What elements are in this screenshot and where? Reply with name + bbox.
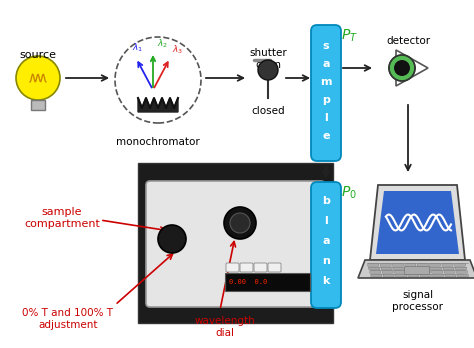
FancyBboxPatch shape (457, 274, 468, 277)
FancyBboxPatch shape (138, 163, 333, 323)
Circle shape (394, 60, 410, 76)
FancyBboxPatch shape (394, 271, 405, 273)
Text: 0% T and 100% T
adjustment: 0% T and 100% T adjustment (22, 308, 113, 330)
FancyBboxPatch shape (31, 100, 45, 110)
Text: s: s (323, 41, 329, 51)
Text: p: p (322, 95, 330, 105)
FancyBboxPatch shape (456, 267, 466, 270)
Circle shape (230, 213, 250, 233)
FancyBboxPatch shape (371, 274, 382, 277)
Polygon shape (396, 50, 428, 86)
Polygon shape (370, 185, 465, 260)
Text: source: source (19, 50, 56, 60)
FancyBboxPatch shape (382, 271, 393, 273)
FancyBboxPatch shape (370, 271, 381, 273)
FancyBboxPatch shape (418, 267, 429, 270)
FancyBboxPatch shape (268, 263, 281, 272)
Polygon shape (138, 98, 178, 112)
FancyBboxPatch shape (444, 271, 455, 273)
FancyBboxPatch shape (392, 264, 403, 266)
FancyBboxPatch shape (311, 182, 341, 308)
Text: $P_0$: $P_0$ (341, 185, 357, 201)
FancyBboxPatch shape (442, 264, 453, 266)
Text: b: b (322, 196, 330, 206)
FancyBboxPatch shape (429, 264, 441, 266)
Circle shape (224, 207, 256, 239)
FancyBboxPatch shape (419, 271, 430, 273)
Text: a: a (322, 236, 330, 246)
Text: closed: closed (251, 106, 285, 116)
Text: shutter
open: shutter open (249, 48, 287, 70)
Text: $\lambda_3$: $\lambda_3$ (172, 44, 183, 56)
FancyBboxPatch shape (381, 267, 392, 270)
Text: $P_T$: $P_T$ (341, 28, 358, 44)
Polygon shape (376, 191, 459, 254)
FancyBboxPatch shape (406, 267, 417, 270)
FancyBboxPatch shape (254, 263, 267, 272)
FancyBboxPatch shape (226, 263, 239, 272)
Ellipse shape (389, 55, 415, 81)
Polygon shape (358, 260, 474, 278)
FancyBboxPatch shape (383, 274, 394, 277)
Text: n: n (322, 256, 330, 266)
FancyBboxPatch shape (369, 267, 380, 270)
Text: 0.00  0.0: 0.00 0.0 (229, 279, 267, 285)
Text: l: l (324, 113, 328, 123)
Text: e: e (322, 131, 330, 141)
FancyBboxPatch shape (443, 267, 454, 270)
Text: $\lambda_2$: $\lambda_2$ (157, 38, 168, 50)
Text: a: a (322, 59, 330, 69)
FancyBboxPatch shape (408, 274, 419, 277)
Circle shape (115, 37, 201, 123)
Text: $\lambda_1$: $\lambda_1$ (132, 41, 144, 54)
FancyBboxPatch shape (455, 264, 465, 266)
Text: sample
compartment: sample compartment (24, 207, 100, 229)
FancyBboxPatch shape (395, 274, 407, 277)
FancyBboxPatch shape (445, 274, 456, 277)
Circle shape (158, 225, 186, 253)
FancyBboxPatch shape (432, 271, 443, 273)
FancyBboxPatch shape (420, 274, 431, 277)
FancyBboxPatch shape (393, 267, 404, 270)
FancyBboxPatch shape (240, 263, 253, 272)
Circle shape (258, 60, 278, 80)
Text: k: k (322, 276, 330, 286)
FancyBboxPatch shape (146, 181, 325, 307)
Circle shape (16, 56, 60, 100)
FancyBboxPatch shape (311, 25, 341, 161)
FancyBboxPatch shape (405, 264, 416, 266)
Text: m: m (320, 77, 332, 87)
Text: l: l (324, 216, 328, 226)
Text: wavelength
dial: wavelength dial (195, 316, 255, 338)
Text: detector: detector (386, 36, 430, 46)
Text: monochromator: monochromator (116, 137, 200, 147)
FancyBboxPatch shape (404, 267, 429, 275)
FancyBboxPatch shape (431, 267, 442, 270)
Text: signal
processor: signal processor (392, 290, 443, 311)
FancyBboxPatch shape (225, 273, 310, 291)
FancyBboxPatch shape (456, 271, 467, 273)
FancyBboxPatch shape (407, 271, 418, 273)
FancyBboxPatch shape (433, 274, 444, 277)
FancyBboxPatch shape (417, 264, 428, 266)
FancyBboxPatch shape (380, 264, 391, 266)
FancyBboxPatch shape (368, 264, 379, 266)
